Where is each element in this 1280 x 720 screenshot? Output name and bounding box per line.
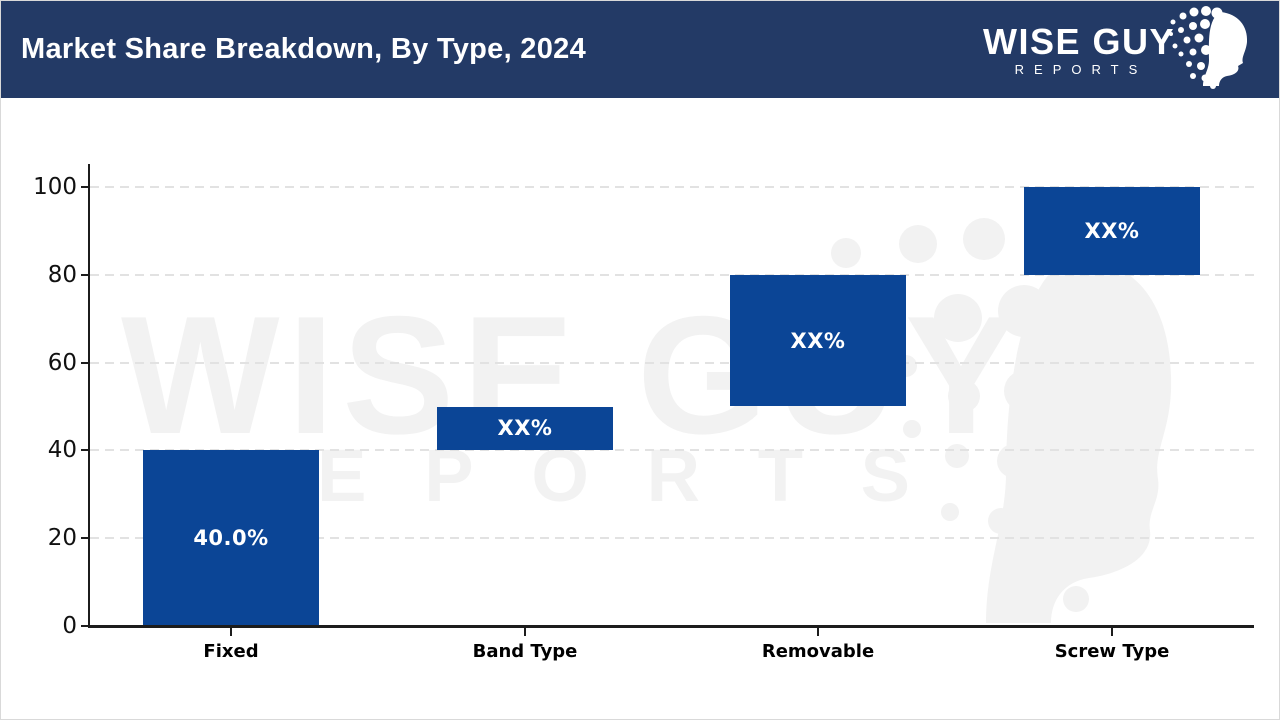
- chart-title: Market Share Breakdown, By Type, 2024: [21, 33, 587, 65]
- report-header: Market Share Breakdown, By Type, 2024 WI…: [1, 1, 1279, 98]
- bar-fixed: 40.0%: [143, 450, 319, 626]
- y-tick-100: [81, 186, 89, 188]
- gridline-y100: [90, 186, 1254, 188]
- y-tick-label-100: 100: [33, 174, 77, 200]
- y-tick-40: [81, 449, 89, 452]
- wiseguy-logo-head-icon: [1169, 5, 1248, 89]
- wiseguy-logo: WISE GUY REPORTS: [982, 5, 1253, 94]
- bar-value-label: XX%: [790, 328, 846, 353]
- x-tick-0: [230, 628, 232, 636]
- logo-subtitle: REPORTS: [1014, 61, 1148, 77]
- bar-screw-type: XX%: [1024, 187, 1200, 275]
- bar-value-label: XX%: [1084, 218, 1140, 243]
- x-tick-3: [1111, 628, 1113, 636]
- bar-value-label: XX%: [497, 416, 553, 441]
- y-tick-label-60: 60: [47, 349, 77, 376]
- y-tick-label-0: 0: [62, 613, 77, 639]
- gridline-y40: [90, 449, 1254, 452]
- gridline-y60: [90, 361, 1254, 364]
- x-tick-2: [817, 628, 819, 636]
- y-axis-spine: [88, 164, 90, 628]
- x-category-label: Screw Type: [1054, 641, 1170, 662]
- bar-band-type: XX%: [437, 406, 613, 451]
- x-category-label: Fixed: [203, 641, 259, 662]
- y-tick-label-20: 20: [47, 525, 77, 552]
- y-tick-80: [81, 273, 89, 276]
- bar-value-label: 40.0%: [193, 526, 269, 551]
- x-tick-1: [524, 628, 526, 636]
- gridline-y80: [90, 273, 1254, 276]
- y-tick-60: [81, 361, 89, 364]
- x-category-label: Removable: [761, 641, 875, 662]
- y-tick-label-40: 40: [47, 437, 77, 464]
- x-axis-spine: [88, 625, 1254, 628]
- y-tick-label-80: 80: [47, 261, 77, 288]
- y-tick-20: [81, 537, 89, 540]
- gridline-y20: [90, 537, 1254, 540]
- y-tick-0: [81, 625, 89, 627]
- x-category-label: Band Type: [472, 641, 578, 662]
- logo-wordmark: WISE GUY: [982, 20, 1175, 62]
- bar-removable: XX%: [730, 274, 906, 407]
- wiseguy-logo-text: WISE GUY REPORTS: [982, 20, 1175, 77]
